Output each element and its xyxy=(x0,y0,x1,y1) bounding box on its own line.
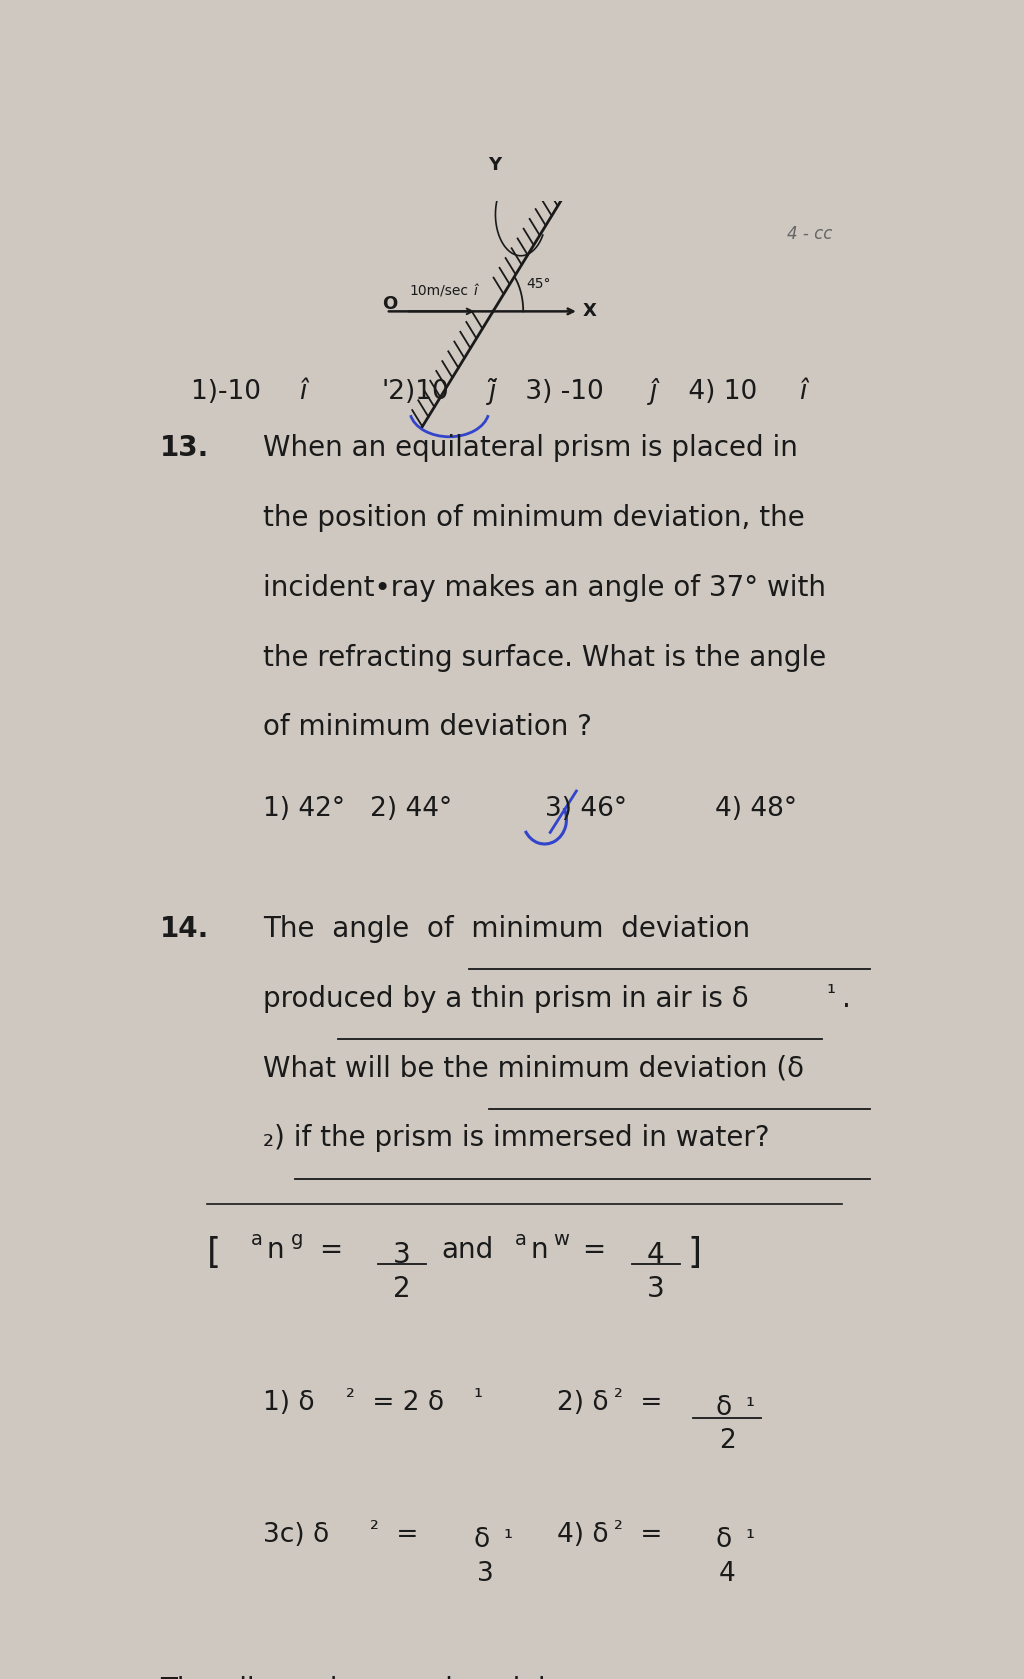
Text: =: = xyxy=(632,1523,663,1548)
Text: ₁: ₁ xyxy=(473,1380,482,1400)
Text: = 2 δ: = 2 δ xyxy=(365,1390,444,1415)
Text: 1) 42°   2) 44°: 1) 42° 2) 44° xyxy=(263,796,452,823)
Text: O: O xyxy=(382,294,397,312)
Text: ₂: ₂ xyxy=(614,1513,624,1533)
Text: ]: ] xyxy=(687,1236,701,1269)
Text: Y: Y xyxy=(488,156,501,175)
Text: 3) -10: 3) -10 xyxy=(517,378,612,405)
Text: 4) 10: 4) 10 xyxy=(680,378,765,405)
Text: î: î xyxy=(474,284,478,297)
Text: '2)10: '2)10 xyxy=(382,378,450,405)
Text: ₂: ₂ xyxy=(614,1380,624,1400)
Text: 3: 3 xyxy=(477,1561,494,1587)
Text: 1)-10: 1)-10 xyxy=(191,378,270,405)
Text: .: . xyxy=(842,984,851,1012)
Text: =: = xyxy=(574,1236,606,1264)
Text: a: a xyxy=(251,1229,263,1249)
Text: produced by a thin prism in air is δ: produced by a thin prism in air is δ xyxy=(263,984,749,1012)
Text: g: g xyxy=(291,1229,303,1249)
Text: 4: 4 xyxy=(647,1241,665,1269)
Text: 3) 46°: 3) 46° xyxy=(545,796,627,823)
Text: ₁: ₁ xyxy=(504,1523,512,1543)
Text: 3: 3 xyxy=(647,1274,665,1303)
Text: the position of minimum deviation, the: the position of minimum deviation, the xyxy=(263,504,805,532)
Text: î: î xyxy=(299,378,306,405)
Text: incident•ray makes an angle of 37° with: incident•ray makes an angle of 37° with xyxy=(263,574,826,601)
Text: ₂: ₂ xyxy=(346,1380,355,1400)
Text: of minimum deviation ?: of minimum deviation ? xyxy=(263,714,592,742)
Text: 2: 2 xyxy=(719,1429,735,1454)
Text: ₁: ₁ xyxy=(745,1390,755,1410)
Text: ĵ: ĵ xyxy=(650,378,657,405)
Text: When an equilateral prism is placed in: When an equilateral prism is placed in xyxy=(263,435,798,462)
Text: 4 - cc: 4 - cc xyxy=(786,225,833,243)
Text: 1) δ: 1) δ xyxy=(263,1390,314,1415)
Text: 2) δ: 2) δ xyxy=(557,1390,608,1415)
Text: and: and xyxy=(441,1236,494,1264)
Text: The  dispersion  produced  by: The dispersion produced by xyxy=(160,1676,571,1679)
Text: 2: 2 xyxy=(393,1274,411,1303)
Text: 10m/sec: 10m/sec xyxy=(410,284,469,297)
Text: ₂: ₂ xyxy=(370,1513,379,1533)
Text: The  angle  of  minimum  deviation: The angle of minimum deviation xyxy=(263,915,750,944)
Text: δ: δ xyxy=(715,1395,731,1420)
Text: w: w xyxy=(553,1229,569,1249)
Text: ₁: ₁ xyxy=(826,977,836,997)
Text: =: = xyxy=(632,1390,663,1415)
Text: 3c) δ: 3c) δ xyxy=(263,1523,329,1548)
Text: 13.: 13. xyxy=(160,435,209,462)
Text: ₂) if the prism is immersed in water?: ₂) if the prism is immersed in water? xyxy=(263,1125,770,1152)
Text: ₁: ₁ xyxy=(745,1523,755,1543)
Text: n: n xyxy=(267,1236,285,1264)
Text: What will be the minimum deviation (δ: What will be the minimum deviation (δ xyxy=(263,1054,804,1083)
Text: n: n xyxy=(530,1236,548,1264)
Text: 3: 3 xyxy=(393,1241,411,1269)
Text: j̃: j̃ xyxy=(489,378,497,405)
Text: 4: 4 xyxy=(719,1561,735,1587)
Text: [: [ xyxy=(207,1236,221,1269)
Text: δ: δ xyxy=(473,1528,489,1553)
Text: 14.: 14. xyxy=(160,915,209,944)
Text: X: X xyxy=(583,302,596,321)
Text: δ: δ xyxy=(715,1528,731,1553)
Text: î: î xyxy=(799,378,806,405)
Text: a: a xyxy=(515,1229,527,1249)
Text: 45°: 45° xyxy=(526,277,551,290)
Text: 4) 48°: 4) 48° xyxy=(715,796,798,823)
Text: =: = xyxy=(388,1523,419,1548)
Text: the refracting surface. What is the angle: the refracting surface. What is the angl… xyxy=(263,643,826,672)
Text: 4) δ: 4) δ xyxy=(557,1523,608,1548)
Text: =: = xyxy=(310,1236,343,1264)
